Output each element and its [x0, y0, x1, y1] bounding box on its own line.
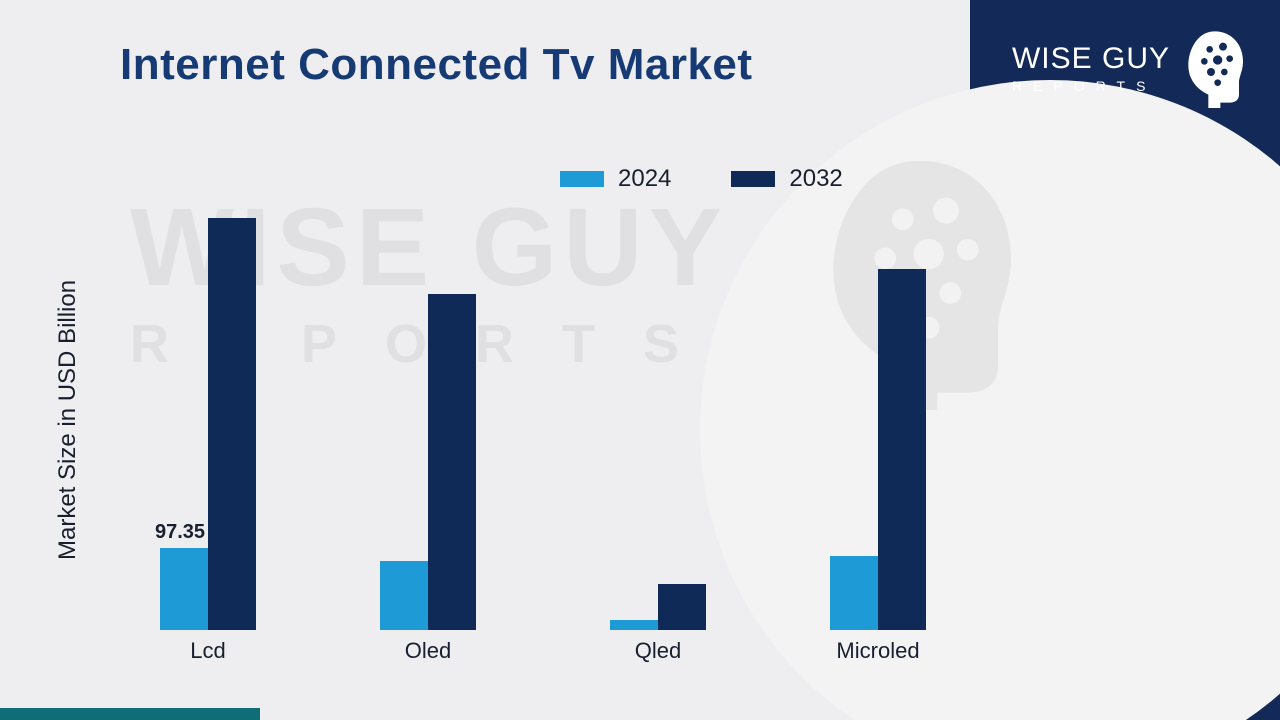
- brand-logo-text: WISE GUY REPORTS: [1012, 42, 1170, 94]
- category-label: Microled: [836, 638, 919, 664]
- legend-swatch-2032: [731, 171, 775, 187]
- brand-logo-line2: REPORTS: [1012, 78, 1170, 94]
- legend: 2024 2032: [560, 165, 843, 193]
- bar: [878, 269, 926, 630]
- bar: [658, 584, 706, 630]
- bar-group: Oled: [380, 294, 476, 630]
- bar: [380, 561, 428, 630]
- legend-item-2032: 2032: [731, 165, 842, 193]
- bar-value-label: 97.35: [155, 521, 205, 544]
- bar: [610, 620, 658, 630]
- brand-logo-head-icon: [1180, 28, 1250, 108]
- chart-title: Internet Connected Tv Market: [120, 40, 753, 90]
- bars-container: 97.35Lcd Oled Qled Microled: [100, 210, 1040, 630]
- bar: [830, 556, 878, 630]
- bar-group: Qled: [610, 584, 706, 630]
- bar: 97.35: [160, 548, 208, 630]
- chart-plot: 97.35Lcd Oled Qled Microled: [100, 210, 1040, 630]
- bar: [208, 218, 256, 630]
- bottom-strip: [0, 708, 260, 720]
- bar: [428, 294, 476, 630]
- legend-swatch-2024: [560, 171, 604, 187]
- y-axis-label: Market Size in USD Billion: [54, 280, 82, 560]
- legend-item-2024: 2024: [560, 165, 671, 193]
- bar-group: Microled: [830, 269, 926, 630]
- category-label: Lcd: [190, 638, 225, 664]
- legend-label-2032: 2032: [789, 165, 842, 193]
- category-label: Qled: [635, 638, 681, 664]
- brand-logo-line1: WISE GUY: [1012, 42, 1170, 76]
- bar-group: 97.35Lcd: [160, 218, 256, 630]
- category-label: Oled: [405, 638, 451, 664]
- brand-logo: WISE GUY REPORTS: [1012, 28, 1250, 108]
- legend-label-2024: 2024: [618, 165, 671, 193]
